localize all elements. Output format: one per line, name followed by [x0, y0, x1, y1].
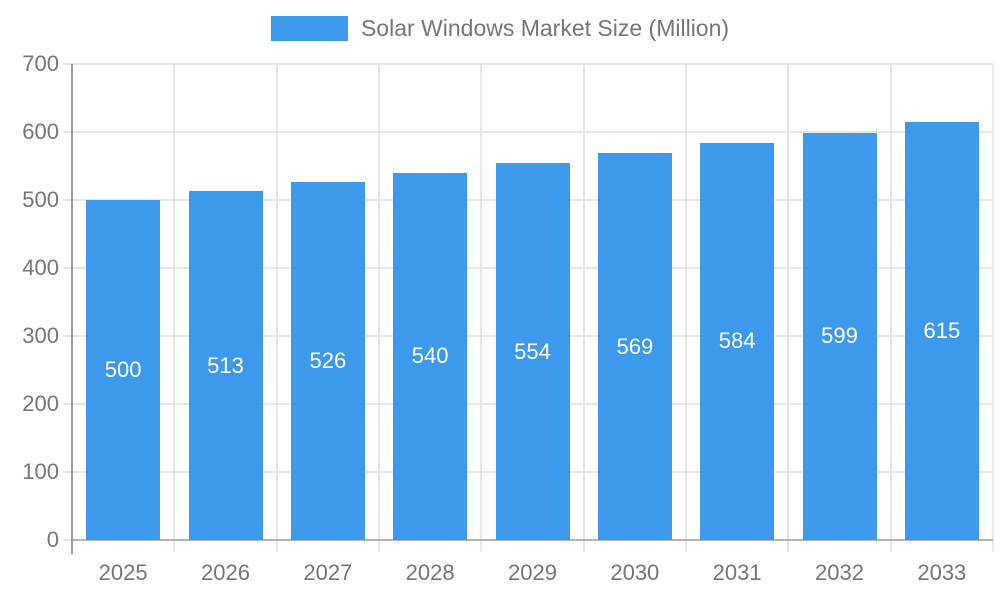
y-axis-label: 700: [22, 51, 59, 76]
x-gridline: [582, 64, 585, 552]
y-axis-tick: [63, 199, 72, 201]
legend-label: Solar Windows Market Size (Million): [360, 15, 730, 41]
x-gridline: [992, 64, 994, 552]
x-axis-label: 2028: [405, 560, 455, 585]
y-axis-tick: [63, 539, 72, 541]
y-axis-label: 300: [22, 323, 59, 348]
bar-value-label: 526: [309, 348, 347, 374]
y-axis-tick: [63, 471, 72, 473]
x-gridline: [480, 64, 483, 552]
y-axis-label: 400: [22, 255, 59, 280]
legend-item[interactable]: Solar Windows Market Size (Million): [270, 15, 730, 41]
x-axis-label: 2032: [815, 560, 864, 585]
bar-2032[interactable]: [802, 132, 877, 540]
bar-value-label: 615: [923, 317, 961, 343]
x-axis-label: 2033: [917, 560, 967, 585]
y-axis-label: 200: [22, 391, 59, 416]
legend: Solar Windows Market Size (Million): [0, 16, 1000, 41]
bar-value-label: 569: [616, 333, 654, 359]
y-axis-label: 0: [46, 527, 59, 552]
x-gridline: [173, 64, 176, 552]
y-axis-tick: [63, 335, 72, 337]
y-axis-tick: [63, 131, 72, 133]
bar-value-label: 500: [104, 357, 142, 382]
y-axis-tick: [63, 63, 72, 65]
x-axis-label: 2027: [303, 560, 353, 585]
bar-value-label: 554: [514, 338, 551, 364]
bar-2028[interactable]: [393, 172, 468, 540]
x-gridline: [889, 64, 892, 552]
y-axis-line: [71, 64, 73, 554]
bar-2029[interactable]: [495, 163, 570, 540]
bar-2027[interactable]: [290, 182, 365, 540]
x-gridline: [787, 64, 790, 552]
x-axis-label: 2031: [712, 560, 762, 585]
y-axis-tick: [63, 403, 72, 405]
bar-value-label: 584: [718, 328, 756, 354]
bar-2026[interactable]: [188, 191, 263, 540]
x-gridline: [685, 64, 687, 552]
bar-2031[interactable]: [700, 142, 775, 540]
legend-swatch-icon: [270, 16, 348, 41]
x-axis-label: 2030: [610, 560, 660, 585]
bar-2030[interactable]: [597, 153, 672, 540]
x-axis-line: [72, 539, 993, 541]
x-axis-label: 2025: [98, 560, 148, 585]
bar-value-label: 540: [411, 343, 449, 369]
y-axis-label: 100: [22, 459, 59, 484]
bar-2033[interactable]: [904, 121, 979, 540]
y-axis-tick: [63, 267, 72, 269]
y-axis-label: 500: [22, 187, 59, 212]
y-axis-label: 600: [22, 119, 59, 144]
x-gridline: [378, 64, 380, 552]
y-gridline: [72, 131, 993, 133]
bar-2025[interactable]: [86, 200, 161, 540]
y-gridline: [72, 63, 993, 65]
bar-value-label: 599: [821, 323, 858, 349]
bar-value-label: 513: [207, 352, 244, 378]
x-axis-label: 2026: [201, 560, 250, 585]
x-axis-label: 2029: [508, 560, 557, 585]
x-gridline: [275, 64, 278, 552]
